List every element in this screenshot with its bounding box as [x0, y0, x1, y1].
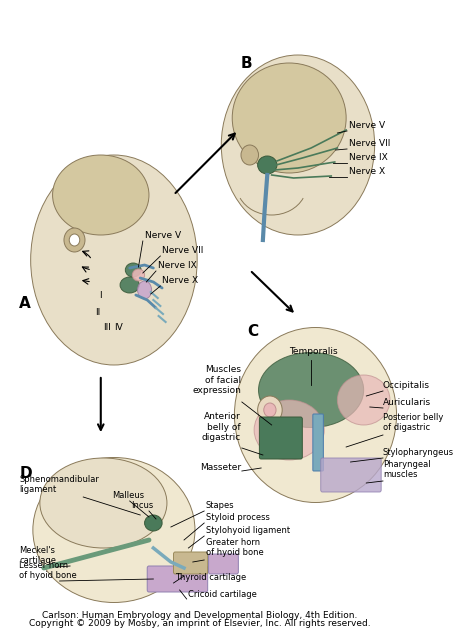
Text: Stylopharyngeus: Stylopharyngeus	[382, 448, 453, 457]
Text: Auricularis: Auricularis	[382, 398, 430, 407]
Ellipse shape	[234, 327, 396, 502]
Text: Nerve VII: Nerve VII	[162, 246, 203, 255]
Text: IV: IV	[114, 323, 122, 332]
Text: Nerve V: Nerve V	[348, 121, 384, 130]
Text: Nerve VII: Nerve VII	[348, 139, 389, 148]
Text: Cricoid cartilage: Cricoid cartilage	[188, 590, 257, 599]
Text: Greater horn
of hyoid bone: Greater horn of hyoid bone	[206, 538, 263, 557]
Text: Nerve X: Nerve X	[162, 276, 198, 285]
Ellipse shape	[257, 156, 276, 174]
Text: I: I	[99, 291, 102, 300]
Text: Anterior
belly of
digastric: Anterior belly of digastric	[201, 412, 240, 442]
Circle shape	[257, 396, 282, 424]
Circle shape	[69, 234, 80, 246]
Circle shape	[240, 145, 258, 165]
Text: Carlson: Human Embryology and Developmental Biology, 4th Edition.: Carlson: Human Embryology and Developmen…	[42, 611, 357, 620]
Text: Nerve V: Nerve V	[144, 231, 180, 240]
Text: Nerve IX: Nerve IX	[157, 261, 196, 270]
Text: Masseter: Masseter	[199, 463, 240, 472]
Text: II: II	[95, 308, 101, 317]
Text: Pharyngeal
muscles: Pharyngeal muscles	[382, 459, 430, 479]
Ellipse shape	[120, 277, 139, 293]
Text: Stylohyoid ligament: Stylohyoid ligament	[206, 526, 289, 535]
Ellipse shape	[33, 458, 195, 602]
FancyBboxPatch shape	[320, 458, 380, 492]
FancyBboxPatch shape	[259, 417, 302, 459]
Ellipse shape	[132, 269, 144, 281]
Text: A: A	[19, 296, 31, 311]
Text: Nerve X: Nerve X	[348, 167, 384, 176]
FancyBboxPatch shape	[312, 414, 323, 471]
Text: Copyright © 2009 by Mosby, an imprint of Elsevier, Inc. All rights reserved.: Copyright © 2009 by Mosby, an imprint of…	[29, 619, 370, 628]
Circle shape	[64, 228, 85, 252]
Ellipse shape	[258, 353, 363, 427]
Ellipse shape	[221, 55, 374, 235]
Ellipse shape	[337, 375, 389, 425]
Circle shape	[263, 403, 275, 417]
Ellipse shape	[40, 458, 167, 548]
Text: Malleus: Malleus	[112, 491, 144, 500]
FancyBboxPatch shape	[208, 554, 238, 574]
Text: Nerve IX: Nerve IX	[348, 153, 387, 162]
Ellipse shape	[232, 63, 345, 173]
Ellipse shape	[125, 263, 141, 277]
Text: Occipitalis: Occipitalis	[382, 381, 429, 390]
Text: Styloid process: Styloid process	[206, 513, 269, 522]
Text: Incus: Incus	[131, 501, 153, 510]
Text: B: B	[240, 56, 252, 71]
Ellipse shape	[144, 515, 162, 531]
Text: Meckel's
cartilage: Meckel's cartilage	[19, 545, 56, 565]
Text: D: D	[19, 466, 32, 481]
Ellipse shape	[52, 155, 149, 235]
Text: Posterior belly
of digastric: Posterior belly of digastric	[382, 413, 442, 432]
Ellipse shape	[253, 400, 324, 460]
FancyBboxPatch shape	[147, 566, 207, 592]
Text: Sphenomandibular
ligament: Sphenomandibular ligament	[19, 475, 99, 494]
Text: Stapes: Stapes	[206, 501, 234, 510]
Text: Lesser horn
of hyoid bone: Lesser horn of hyoid bone	[19, 561, 77, 580]
FancyBboxPatch shape	[173, 552, 207, 574]
Text: Thyroid cartilage: Thyroid cartilage	[175, 573, 246, 582]
Text: Temporalis: Temporalis	[289, 347, 337, 356]
Text: III: III	[103, 323, 111, 332]
Ellipse shape	[137, 281, 151, 299]
Ellipse shape	[30, 155, 197, 365]
Text: C: C	[247, 324, 258, 339]
Text: Muscles
of facial
expression: Muscles of facial expression	[192, 365, 240, 395]
